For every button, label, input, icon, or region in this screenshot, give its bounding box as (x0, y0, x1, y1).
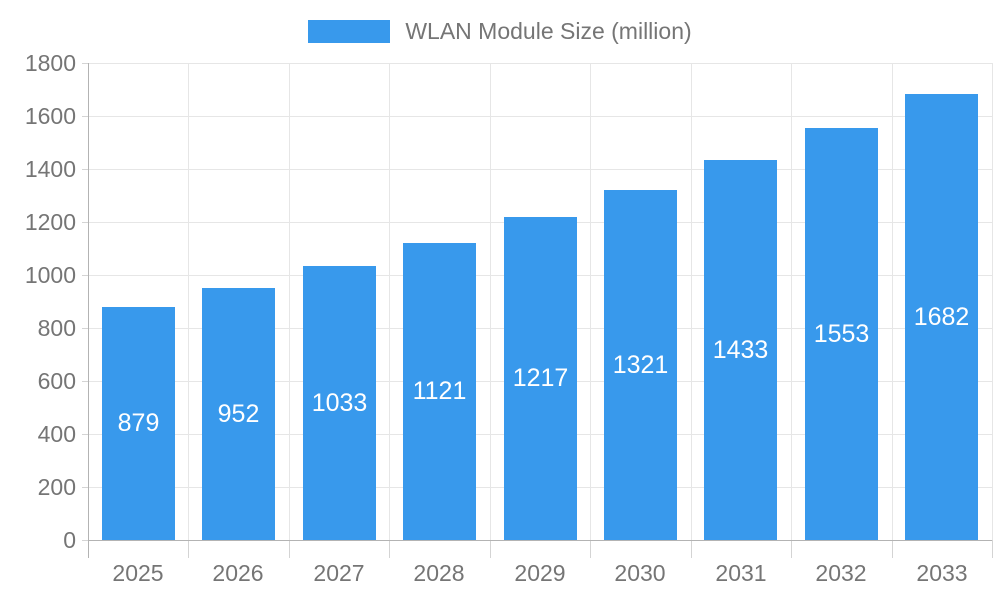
legend: WLAN Module Size (million) (0, 15, 1000, 47)
x-gridline (188, 63, 189, 540)
x-tick-label-2030: 2030 (614, 560, 666, 586)
y-axis-tick (82, 169, 88, 170)
bar-value-label: 1033 (311, 388, 368, 417)
x-axis-tick (490, 540, 491, 558)
x-gridline (490, 63, 491, 540)
y-tick-label: 200 (37, 474, 76, 500)
legend-item[interactable]: WLAN Module Size (million) (308, 16, 692, 46)
y-tick-label: 400 (37, 421, 76, 447)
y-gridline (88, 169, 992, 170)
y-tick-label: 800 (37, 315, 76, 341)
x-gridline (892, 63, 893, 540)
legend-label: WLAN Module Size (million) (405, 18, 692, 44)
bar-2030: 1321 (604, 190, 677, 540)
y-axis-tick (82, 381, 88, 382)
bar-value-label: 1682 (913, 302, 970, 331)
x-tick-label-2025: 2025 (112, 560, 164, 586)
bar-2028: 1121 (403, 243, 476, 540)
x-gridline (590, 63, 591, 540)
y-tick-label: 1200 (24, 209, 76, 235)
bar-2033: 1682 (905, 94, 978, 540)
y-axis-tick (82, 275, 88, 276)
bar-2027: 1033 (303, 266, 376, 540)
bar-2032: 1553 (805, 128, 878, 540)
y-gridline (88, 63, 992, 64)
x-axis-tick (389, 540, 390, 558)
y-tick-label: 1400 (24, 156, 76, 182)
bar-2026: 952 (202, 288, 275, 540)
bar-value-label: 1121 (412, 377, 467, 405)
bar-2029: 1217 (504, 217, 577, 540)
x-axis-line (88, 540, 992, 541)
x-axis-tick (289, 540, 290, 558)
y-axis-tick (82, 63, 88, 64)
x-axis-tick (892, 540, 893, 558)
y-axis-tick (82, 116, 88, 117)
y-tick-label: 1000 (24, 262, 76, 288)
bar-2031: 1433 (704, 160, 777, 540)
y-tick-label: 1600 (24, 103, 76, 129)
x-axis-tick (590, 540, 591, 558)
y-axis-tick (82, 540, 88, 541)
x-tick-label-2031: 2031 (715, 560, 767, 586)
x-tick-label-2032: 2032 (815, 560, 867, 586)
x-axis-tick (691, 540, 692, 558)
y-tick-label: 0 (63, 527, 76, 553)
bar-value-label: 952 (217, 399, 260, 428)
x-tick-label-2028: 2028 (413, 560, 465, 586)
y-gridline (88, 116, 992, 117)
x-axis-tick (188, 540, 189, 558)
x-axis-tick (992, 540, 993, 558)
x-gridline (791, 63, 792, 540)
x-gridline (992, 63, 993, 540)
y-axis-tick (82, 328, 88, 329)
bar-2025: 879 (102, 307, 175, 540)
x-gridline (389, 63, 390, 540)
y-axis-tick (82, 434, 88, 435)
legend-color-swatch (308, 19, 391, 43)
x-tick-label-2033: 2033 (916, 560, 968, 586)
x-tick-label-2027: 2027 (313, 560, 365, 586)
y-tick-label: 600 (37, 368, 76, 394)
x-axis-tick (791, 540, 792, 558)
bar-value-label: 1217 (512, 364, 569, 392)
bar-value-label: 1321 (612, 350, 669, 379)
x-tick-label-2029: 2029 (514, 560, 566, 586)
x-gridline (289, 63, 290, 540)
bar-value-label: 879 (117, 409, 160, 437)
x-tick-label-2026: 2026 (212, 560, 264, 586)
y-axis-tick (82, 222, 88, 223)
y-axis-line (88, 63, 89, 558)
y-tick-label: 1800 (24, 50, 76, 76)
y-axis-tick (82, 487, 88, 488)
bar-value-label: 1433 (712, 335, 769, 364)
x-gridline (691, 63, 692, 540)
bar-value-label: 1553 (813, 319, 870, 348)
